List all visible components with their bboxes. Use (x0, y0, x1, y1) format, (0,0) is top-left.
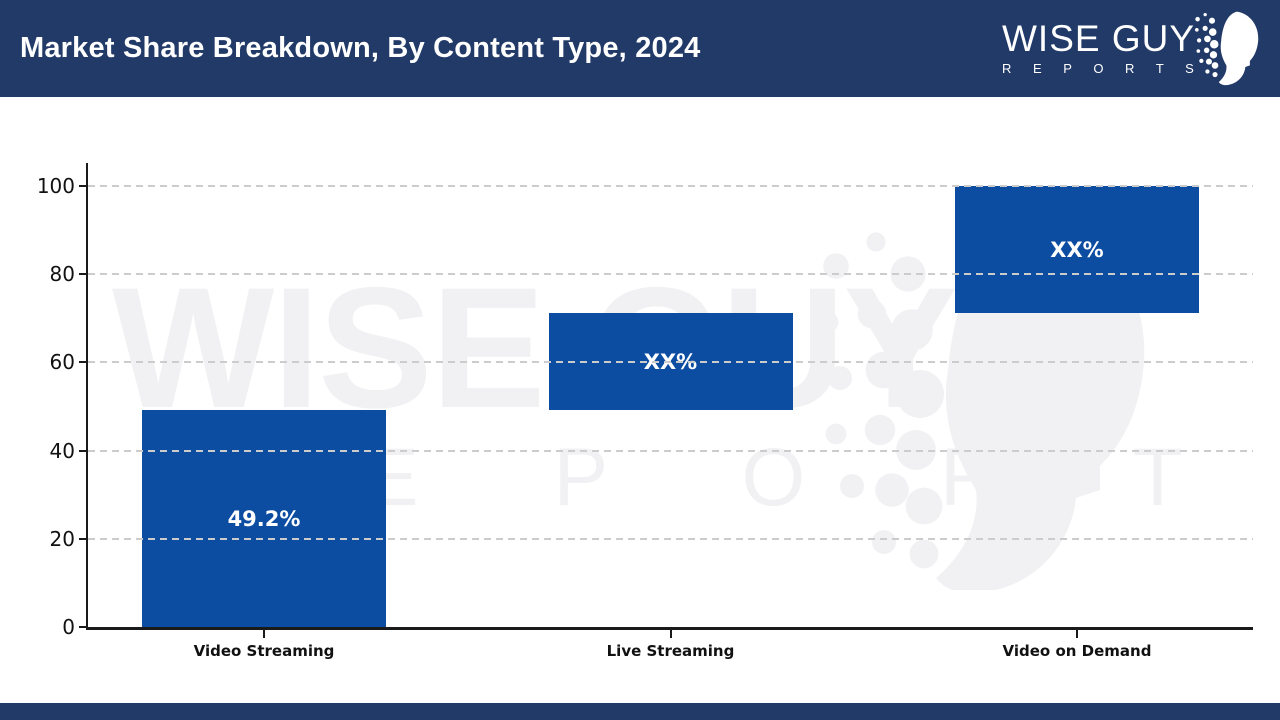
y-tick-mark (79, 273, 87, 276)
y-tick-label-100: 100 (36, 174, 75, 198)
y-tick-mark (79, 537, 87, 540)
wise-guy-reports-logo: WISE GUY R E P O R T S (1002, 8, 1262, 90)
y-tick-mark (79, 626, 87, 628)
gridline-60 (88, 361, 1253, 364)
chart-title: Market Share Breakdown, By Content Type,… (20, 32, 701, 64)
logo-face-icon (1195, 11, 1259, 86)
y-tick-label-80: 80 (49, 262, 75, 287)
x-tick-mark (1076, 630, 1078, 638)
bar-video-on-demand: XX% (955, 186, 1199, 313)
gridline-20 (88, 537, 1253, 540)
y-tick-mark (79, 185, 87, 187)
logo-name: WISE GUY (1002, 18, 1196, 59)
x-axis-line (86, 627, 1253, 630)
x-tick-mark (263, 630, 265, 638)
y-axis-line (86, 163, 88, 629)
gridline-80 (88, 273, 1253, 276)
bar-value-label: 49.2% (227, 506, 301, 531)
bar-value-label: XX% (1050, 237, 1104, 262)
x-tick-mark (669, 630, 672, 638)
footer-bar (0, 703, 1280, 720)
y-tick-label-40: 40 (49, 438, 75, 463)
y-tick-label-0: 0 (62, 615, 75, 639)
gridline-100 (88, 185, 1253, 187)
plot-area: 49.2% XX% XX% 0 20 40 60 80 100 Video Streaming Li… (0, 97, 1280, 704)
y-tick-label-20: 20 (49, 526, 75, 551)
y-tick-label-60: 60 (49, 350, 75, 375)
header-bar: Market Share Breakdown, By Content Type,… (0, 0, 1280, 97)
x-category-label: Video on Demand (1002, 642, 1152, 660)
bar-video-streaming: 49.2% (142, 410, 386, 627)
x-category-label: Video Streaming (193, 642, 335, 660)
logo-text: WISE GUY R E P O R T S (1002, 18, 1203, 77)
y-tick-mark (79, 449, 87, 452)
x-category-label: Live Streaming (606, 642, 735, 660)
y-tick-mark (79, 361, 87, 364)
watermark-wiseguy-text: WISE GUY (112, 252, 958, 444)
gridline-40 (88, 449, 1253, 452)
logo-subtitle: R E P O R T S (1002, 61, 1203, 76)
